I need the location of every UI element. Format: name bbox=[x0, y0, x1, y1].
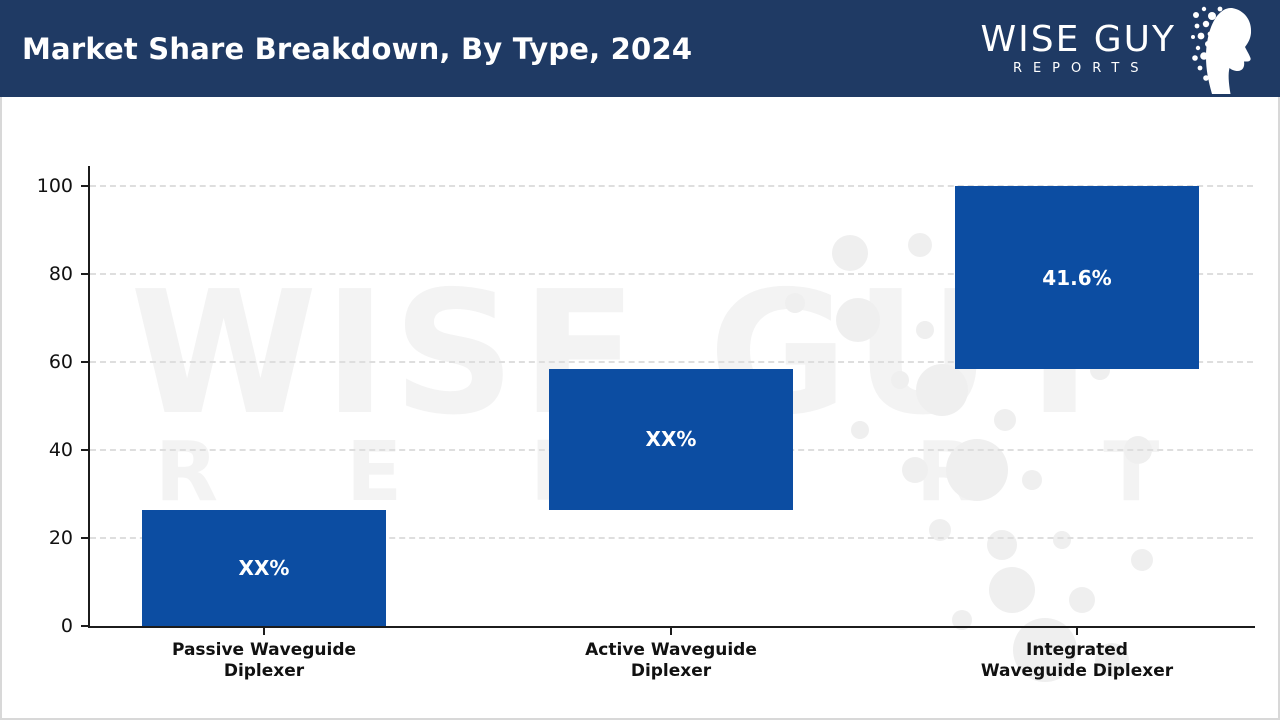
chart-area: 0 20 40 60 80 100 XX% Passive Waveguide Diplexer… bbox=[0, 97, 1280, 720]
wise-guy-face-icon bbox=[1191, 6, 1252, 94]
category-label: Integrated Waveguide Diplexer bbox=[980, 640, 1174, 682]
logo-name: WISE GUY bbox=[980, 19, 1176, 60]
y-tick-label: 0 bbox=[60, 615, 73, 637]
y-axis-line bbox=[88, 166, 90, 628]
y-tick-label: 60 bbox=[48, 351, 73, 373]
category-label: Active Waveguide Diplexer bbox=[585, 640, 757, 682]
bar: 41.6% bbox=[955, 186, 1199, 370]
y-tick-label: 20 bbox=[48, 527, 73, 549]
y-tick-mark bbox=[81, 361, 88, 363]
bar-value-label: XX% bbox=[645, 427, 697, 452]
x-tick-mark bbox=[670, 628, 672, 635]
y-tick-mark bbox=[81, 449, 88, 451]
x-tick-mark bbox=[263, 628, 265, 635]
gridline bbox=[90, 361, 1253, 363]
y-tick-label: 100 bbox=[36, 175, 73, 197]
gridline bbox=[90, 273, 1253, 275]
bar: XX% bbox=[549, 369, 793, 510]
y-tick-label: 80 bbox=[48, 263, 73, 285]
bar-value-label: XX% bbox=[238, 555, 290, 580]
wise-guy-logo: WISE GUY REPORTS bbox=[981, 3, 1280, 95]
bar-value-label: 41.6% bbox=[1042, 265, 1112, 290]
category-label: Passive Waveguide Diplexer bbox=[171, 640, 357, 682]
y-tick-label: 40 bbox=[48, 439, 73, 461]
y-tick-mark bbox=[81, 537, 88, 539]
y-tick-mark bbox=[81, 273, 88, 275]
y-tick-mark bbox=[81, 625, 88, 627]
bar: XX% bbox=[142, 509, 386, 626]
header-bar: Market Share Breakdown, By Type, 2024 WI… bbox=[0, 0, 1280, 97]
logo-text: WISE GUY REPORTS bbox=[980, 19, 1177, 76]
gridline bbox=[90, 537, 1253, 539]
x-tick-mark bbox=[1076, 628, 1078, 635]
y-tick-mark bbox=[81, 185, 88, 187]
gridline bbox=[90, 185, 1253, 187]
logo-subtitle: REPORTS bbox=[1012, 61, 1150, 76]
x-axis-line bbox=[88, 626, 1255, 628]
page-title: Market Share Breakdown, By Type, 2024 bbox=[22, 31, 693, 66]
